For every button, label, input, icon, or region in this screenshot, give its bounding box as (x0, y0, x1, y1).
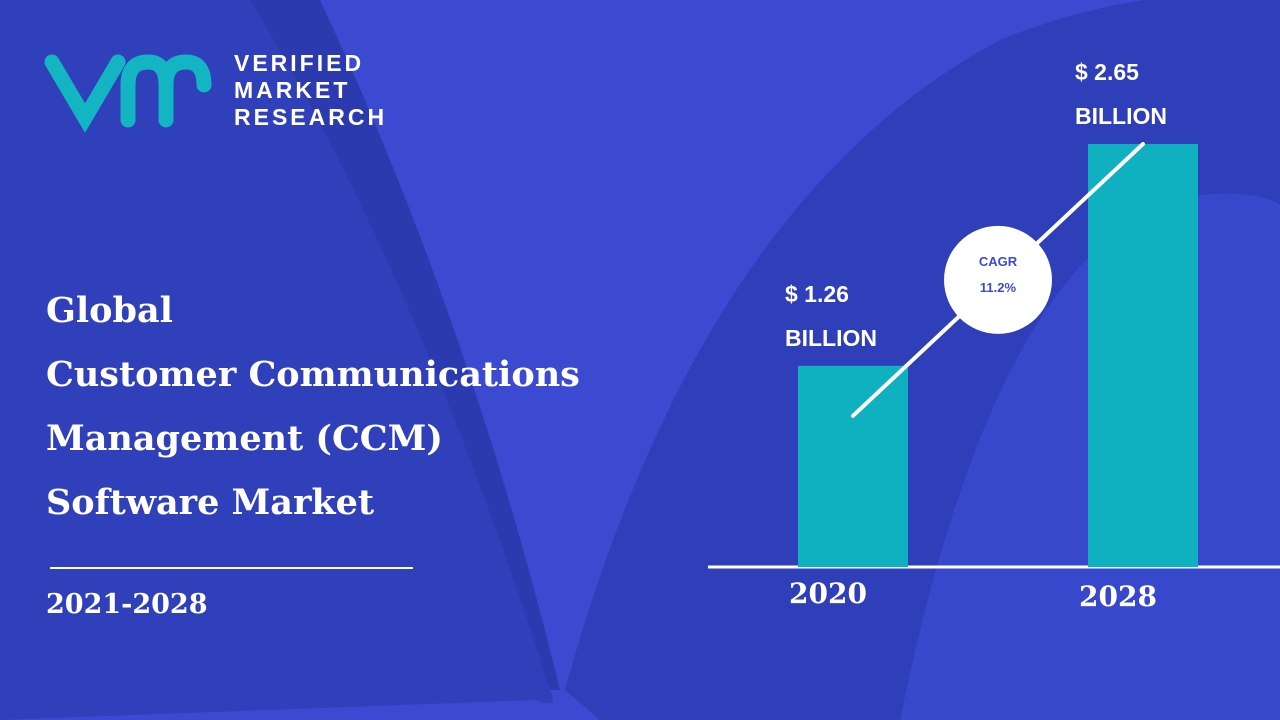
cagr-value: 11.2% (980, 280, 1017, 295)
logo-text: VERIFIED (234, 50, 364, 76)
cagr-bubble (944, 225, 1052, 334)
bg-v-edge (250, 0, 560, 690)
cagr-label: CAGR (979, 254, 1018, 269)
x-tick-label: 2020 (789, 577, 867, 610)
title-line: Software Market (46, 482, 374, 523)
logo-v (44, 54, 126, 133)
period: 2021-2028 (46, 589, 208, 620)
bar (1088, 143, 1198, 568)
x-tick-label: 2028 (1079, 580, 1157, 613)
logo-mark (44, 54, 212, 133)
title-line: Management (CCM) (46, 418, 443, 459)
value-unit: BILLION (785, 325, 877, 351)
value-unit: BILLION (1075, 103, 1167, 129)
bg-v-left (0, 0, 553, 720)
logo-text: MARKET (234, 77, 350, 103)
value-label: $ 2.65 (1075, 59, 1139, 85)
value-label: $ 1.26 (785, 281, 849, 307)
title-line: Customer Communications (46, 354, 580, 395)
bar (798, 365, 908, 567)
title-line: Global (46, 290, 173, 331)
logo-mr (120, 54, 212, 128)
logo-text: RESEARCH (234, 104, 387, 130)
